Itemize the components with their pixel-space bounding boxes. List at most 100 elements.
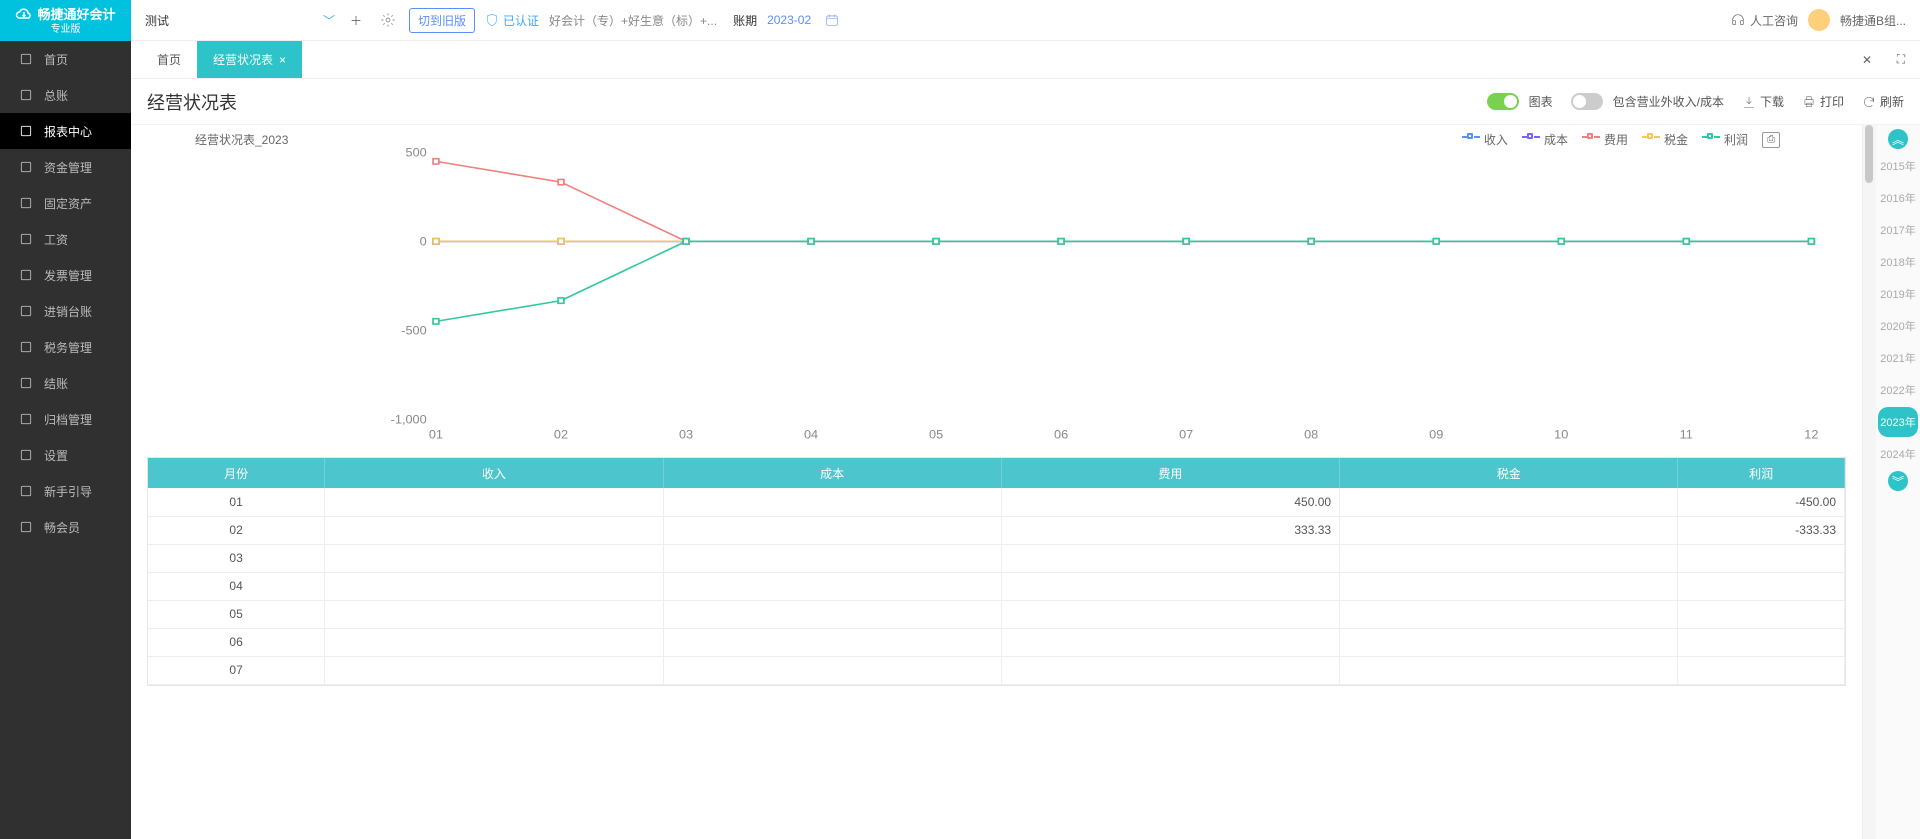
year-item[interactable]: 2015年 xyxy=(1876,151,1920,181)
year-item[interactable]: 2020年 xyxy=(1876,311,1920,341)
year-item[interactable]: 2018年 xyxy=(1876,247,1920,277)
year-up-icon[interactable]: ︽ xyxy=(1888,129,1908,149)
tabbar: 首页经营状况表× ✕ ⛶ xyxy=(131,41,1920,79)
refresh-button[interactable]: 刷新 xyxy=(1862,93,1904,110)
legend-item[interactable]: 成本 xyxy=(1522,131,1568,148)
year-item[interactable]: 2019年 xyxy=(1876,279,1920,309)
certified-badge: 已认证 xyxy=(485,12,539,29)
download-button[interactable]: 下载 xyxy=(1742,93,1784,110)
cell-income xyxy=(325,572,663,600)
year-selector: ︽2015年2016年2017年2018年2019年2020年2021年2022… xyxy=(1876,125,1920,839)
close-icon[interactable]: ✕ xyxy=(1856,49,1878,71)
legend-item[interactable]: 费用 xyxy=(1582,131,1628,148)
svg-text:-1,000: -1,000 xyxy=(391,413,427,426)
fullscreen-icon[interactable]: ⛶ xyxy=(1890,49,1912,71)
legend-label: 利润 xyxy=(1724,131,1748,148)
avatar[interactable] xyxy=(1808,9,1830,31)
tab-close-icon[interactable]: × xyxy=(279,53,286,67)
sidebar-item-guide[interactable]: 新手引导 xyxy=(0,473,131,509)
company-selector[interactable]: 测试 ﹀ xyxy=(145,12,335,29)
cell-profit: -450.00 xyxy=(1678,488,1845,516)
scrollbar[interactable] xyxy=(1862,125,1876,839)
cell-income xyxy=(325,488,663,516)
sidebar-item-stock[interactable]: 进销台账 xyxy=(0,293,131,329)
sidebar-item-archive[interactable]: 归档管理 xyxy=(0,401,131,437)
year-item[interactable]: 2021年 xyxy=(1876,343,1920,373)
refresh-icon xyxy=(1862,95,1876,109)
invoice-icon xyxy=(18,267,34,283)
asset-icon xyxy=(18,195,34,211)
year-item[interactable]: 2023年 xyxy=(1878,407,1918,437)
tab-label: 首页 xyxy=(157,51,181,68)
save-chart-icon[interactable]: ⎙ xyxy=(1762,132,1780,148)
table-header: 费用 xyxy=(1001,458,1339,488)
chart-svg: 5000-500-1,000010203040506070809101112 xyxy=(147,129,1846,449)
chevron-down-icon: ﹀ xyxy=(323,12,335,29)
cell-income xyxy=(325,544,663,572)
legend-label: 费用 xyxy=(1604,131,1628,148)
sidebar-item-settings[interactable]: 设置 xyxy=(0,437,131,473)
sidebar-item-home[interactable]: 首页 xyxy=(0,41,131,77)
svg-text:500: 500 xyxy=(406,146,427,159)
calendar-icon[interactable] xyxy=(821,9,843,31)
sidebar-item-tax[interactable]: 税务管理 xyxy=(0,329,131,365)
sidebar-item-asset[interactable]: 固定资产 xyxy=(0,185,131,221)
cell-month: 02 xyxy=(148,516,325,544)
add-icon[interactable]: ＋ xyxy=(345,9,367,31)
settings-icon xyxy=(18,447,34,463)
headset-icon xyxy=(1730,12,1746,28)
year-item[interactable]: 2016年 xyxy=(1876,183,1920,213)
cell-tax xyxy=(1340,656,1678,684)
legend-label: 税金 xyxy=(1664,131,1688,148)
tab-1[interactable]: 经营状况表× xyxy=(197,41,302,78)
print-button[interactable]: 打印 xyxy=(1802,93,1844,110)
sidebar-item-label: 进销台账 xyxy=(44,303,92,320)
cell-profit xyxy=(1678,544,1845,572)
toggle-extra[interactable]: 包含营业外收入/成本 xyxy=(1571,93,1724,110)
sidebar-item-invoice[interactable]: 发票管理 xyxy=(0,257,131,293)
svg-text:03: 03 xyxy=(679,428,693,441)
cell-expense: 450.00 xyxy=(1001,488,1339,516)
archive-icon xyxy=(18,411,34,427)
year-item[interactable]: 2024年 xyxy=(1876,439,1920,469)
sidebar-item-member[interactable]: 畅会员 xyxy=(0,509,131,545)
sidebar-item-ledger[interactable]: 总账 xyxy=(0,77,131,113)
print-icon xyxy=(1802,95,1816,109)
cell-expense xyxy=(1001,600,1339,628)
legend-item[interactable]: 税金 xyxy=(1642,131,1688,148)
legend-item[interactable]: 收入 xyxy=(1462,131,1508,148)
table-header: 月份 xyxy=(148,458,325,488)
cell-month: 05 xyxy=(148,600,325,628)
svg-text:0: 0 xyxy=(420,235,427,248)
chart: 经营状况表_2023 收入成本费用税金利润⎙ 5000-500-1,000010… xyxy=(147,129,1846,449)
support-button[interactable]: 人工咨询 xyxy=(1730,12,1798,29)
period-value[interactable]: 2023-02 xyxy=(767,13,811,27)
sidebar-item-fund[interactable]: 资金管理 xyxy=(0,149,131,185)
sidebar-item-label: 发票管理 xyxy=(44,267,92,284)
home-icon xyxy=(18,51,34,67)
sidebar-item-chart[interactable]: 报表中心 xyxy=(0,113,131,149)
stock-icon xyxy=(18,303,34,319)
user-name[interactable]: 畅捷通B组... xyxy=(1840,12,1906,29)
cloud-icon xyxy=(15,6,33,24)
page-title: 经营状况表 xyxy=(147,89,237,115)
cell-cost xyxy=(663,656,1001,684)
table-header: 收入 xyxy=(325,458,663,488)
switch-old-button[interactable]: 切到旧版 xyxy=(409,8,475,33)
cell-expense xyxy=(1001,572,1339,600)
cell-cost xyxy=(663,516,1001,544)
svg-text:09: 09 xyxy=(1429,428,1443,441)
tab-0[interactable]: 首页 xyxy=(141,41,197,78)
toggle-chart[interactable]: 图表 xyxy=(1487,93,1553,110)
scroll-thumb[interactable] xyxy=(1865,125,1873,183)
tax-icon xyxy=(18,339,34,355)
year-down-icon[interactable]: ︾ xyxy=(1888,471,1908,491)
legend-item[interactable]: 利润 xyxy=(1702,131,1748,148)
year-item[interactable]: 2017年 xyxy=(1876,215,1920,245)
year-item[interactable]: 2022年 xyxy=(1876,375,1920,405)
gear-icon[interactable] xyxy=(377,9,399,31)
sidebar-item-close-period[interactable]: 结账 xyxy=(0,365,131,401)
member-icon xyxy=(18,519,34,535)
sidebar-item-salary[interactable]: 工资 xyxy=(0,221,131,257)
svg-text:08: 08 xyxy=(1304,428,1318,441)
